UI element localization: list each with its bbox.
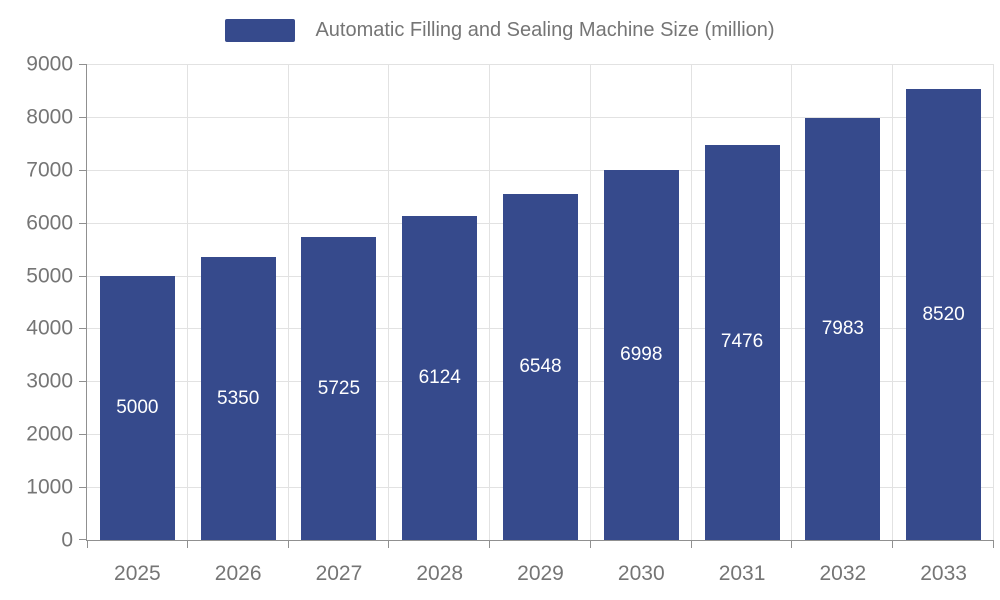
- x-tick-label: 2025: [114, 562, 161, 585]
- gridline-vertical: [791, 64, 793, 540]
- bar-value-label: 8520: [922, 303, 965, 325]
- x-axis-tick: [589, 540, 591, 548]
- x-axis-tick: [186, 540, 188, 548]
- x-tick-label: 2028: [416, 562, 464, 585]
- bar[interactable]: [503, 193, 578, 540]
- chart-legend[interactable]: Automatic Filling and Sealing Machine Si…: [0, 19, 1000, 42]
- y-tick-label: 5000: [26, 264, 73, 288]
- y-axis-tick: [79, 381, 86, 383]
- bar[interactable]: [402, 216, 478, 540]
- y-axis-line: [86, 64, 87, 540]
- y-tick-label: 3000: [26, 369, 73, 393]
- y-axis-tick: [79, 169, 86, 171]
- gridline-vertical: [690, 64, 692, 540]
- x-axis-tick: [791, 540, 793, 548]
- x-axis-tick: [87, 540, 88, 548]
- bar-value-label: 5000: [116, 396, 159, 418]
- x-axis-tick: [388, 540, 390, 548]
- legend-label: Automatic Filling and Sealing Machine Si…: [315, 19, 775, 41]
- bar[interactable]: [603, 169, 679, 540]
- bar[interactable]: [99, 275, 175, 540]
- y-tick-label: 6000: [26, 211, 73, 235]
- x-axis-tick: [489, 540, 491, 548]
- bar-value-label: 6998: [620, 343, 663, 365]
- y-tick-label: 0: [61, 528, 73, 552]
- bar-value-label: 7476: [720, 331, 764, 353]
- bar[interactable]: [805, 117, 881, 540]
- bar[interactable]: [301, 237, 377, 540]
- gridline-vertical: [186, 64, 188, 540]
- x-tick-label: 2030: [617, 562, 665, 585]
- x-tick-label: 2033: [920, 562, 967, 585]
- y-tick-label: 9000: [26, 52, 73, 76]
- plot-area: 0 1000 2000 3000 4000 5000 6000 7000 8000 9000 500…: [26, 54, 994, 585]
- bar-value-label: 6124: [418, 367, 461, 389]
- x-tick-label: 2027: [315, 562, 363, 585]
- bar-value-label: 5350: [217, 387, 260, 409]
- bar[interactable]: [906, 89, 982, 540]
- bar[interactable]: [704, 144, 780, 540]
- legend-swatch[interactable]: [225, 19, 296, 42]
- y-axis-tick: [79, 116, 86, 118]
- y-tick-label: 7000: [26, 158, 73, 182]
- gridline-vertical: [388, 64, 390, 540]
- x-axis-tick: [287, 540, 289, 548]
- x-tick-label: 2026: [214, 562, 262, 585]
- y-tick-label: 1000: [26, 475, 73, 499]
- x-axis-tick: [690, 540, 692, 548]
- gridline-vertical: [589, 64, 591, 540]
- bar-value-label: 7983: [821, 317, 864, 339]
- gridline-vertical: [489, 64, 491, 540]
- gridline-vertical: [993, 64, 994, 540]
- bar-value-label: 6548: [519, 355, 562, 377]
- y-axis-tick: [79, 275, 86, 277]
- x-axis-tick: [892, 540, 894, 548]
- bar[interactable]: [200, 257, 276, 540]
- y-axis-tick: [79, 434, 86, 436]
- y-tick-label: 8000: [26, 105, 73, 129]
- y-tick-label: 2000: [26, 422, 73, 446]
- y-axis-tick: [79, 328, 86, 330]
- x-axis-line: [86, 540, 994, 541]
- gridline-vertical: [892, 64, 894, 540]
- gridline-vertical: [287, 64, 289, 540]
- gridline-horizontal: [87, 64, 994, 65]
- x-tick-label: 2031: [718, 562, 766, 585]
- y-tick-label: 4000: [26, 316, 73, 340]
- y-axis-tick: [79, 222, 86, 224]
- y-axis-tick: [79, 539, 86, 540]
- y-axis-tick: [79, 487, 86, 489]
- y-axis-tick: [79, 64, 86, 65]
- x-tick-label: 2029: [517, 562, 564, 585]
- gridline-horizontal: [87, 169, 994, 171]
- bar-value-label: 5725: [317, 377, 361, 399]
- gridline-horizontal: [87, 116, 994, 118]
- x-tick-label: 2032: [819, 562, 867, 585]
- x-axis-tick: [993, 540, 994, 548]
